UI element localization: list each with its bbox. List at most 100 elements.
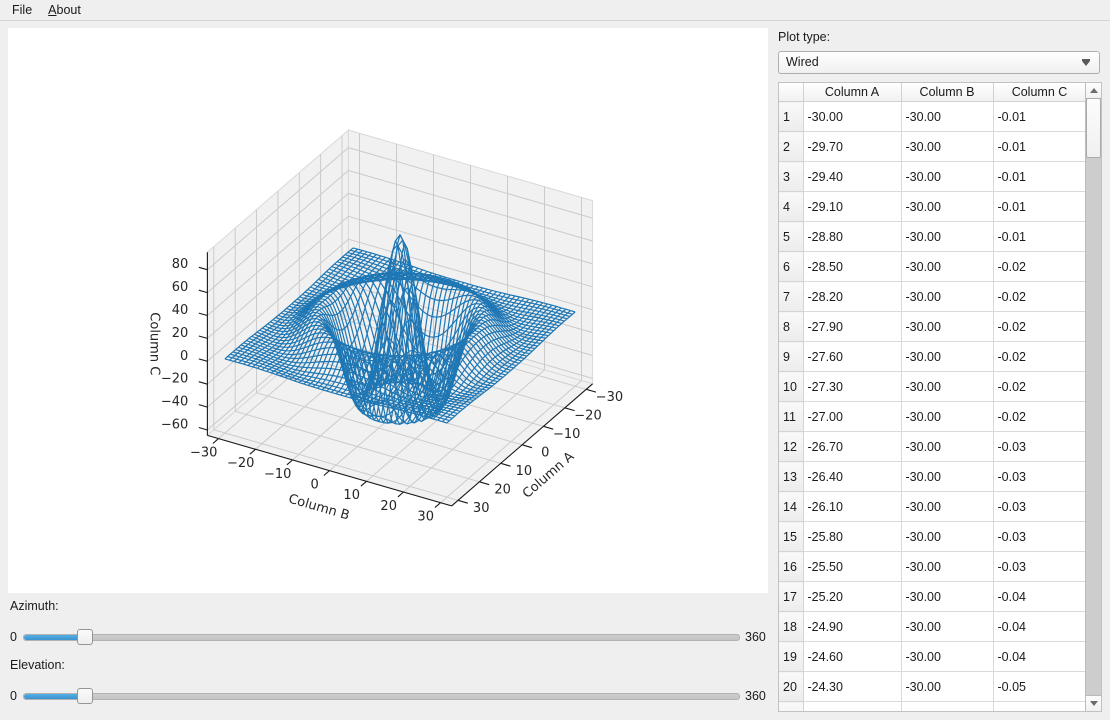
column-header-c[interactable]: Column C bbox=[992, 83, 1087, 102]
table-cell[interactable]: -0.02 bbox=[992, 371, 1087, 402]
table-cell[interactable]: -24.30 bbox=[802, 671, 902, 702]
table-cell[interactable]: -25.80 bbox=[802, 521, 902, 552]
table-cell[interactable] bbox=[802, 701, 902, 711]
column-header-a[interactable]: Column A bbox=[802, 83, 902, 102]
row-header[interactable]: 7 bbox=[779, 281, 804, 312]
table-cell[interactable]: -27.90 bbox=[802, 311, 902, 342]
table-cell[interactable]: -30.00 bbox=[900, 581, 994, 612]
table-cell[interactable]: -25.50 bbox=[802, 551, 902, 582]
row-header[interactable]: 3 bbox=[779, 161, 804, 192]
row-header[interactable]: 6 bbox=[779, 251, 804, 282]
row-header[interactable]: 13 bbox=[779, 461, 804, 492]
row-header[interactable]: 1 bbox=[779, 101, 804, 132]
table-cell[interactable]: -27.60 bbox=[802, 341, 902, 372]
table-cell[interactable]: -30.00 bbox=[900, 101, 994, 132]
table-cell[interactable]: -25.20 bbox=[802, 581, 902, 612]
menu-item-file[interactable]: File bbox=[12, 2, 33, 17]
table-cell[interactable]: -0.01 bbox=[992, 131, 1087, 162]
row-header[interactable]: 8 bbox=[779, 311, 804, 342]
elevation-slider[interactable] bbox=[23, 687, 740, 705]
table-cell[interactable]: -0.02 bbox=[992, 401, 1087, 432]
table-cell[interactable]: -26.70 bbox=[802, 431, 902, 462]
table-corner-cell[interactable] bbox=[779, 83, 804, 102]
table-cell[interactable]: -30.00 bbox=[900, 461, 994, 492]
row-header[interactable]: 14 bbox=[779, 491, 804, 522]
table-cell[interactable]: -30.00 bbox=[900, 641, 994, 672]
table-cell[interactable]: -0.03 bbox=[992, 551, 1087, 582]
table-cell[interactable]: -24.90 bbox=[802, 611, 902, 642]
table-cell[interactable]: -30.00 bbox=[900, 191, 994, 222]
table-cell[interactable]: -30.00 bbox=[900, 281, 994, 312]
table-cell[interactable]: -28.20 bbox=[802, 281, 902, 312]
row-header[interactable]: 2 bbox=[779, 131, 804, 162]
table-cell[interactable]: -0.02 bbox=[992, 281, 1087, 312]
table-cell[interactable] bbox=[900, 701, 994, 711]
scrollbar-down-button[interactable] bbox=[1086, 695, 1101, 711]
table-cell[interactable]: -30.00 bbox=[900, 431, 994, 462]
table-cell[interactable]: -0.02 bbox=[992, 341, 1087, 372]
row-header[interactable]: 18 bbox=[779, 611, 804, 642]
elevation-slider-handle[interactable] bbox=[76, 688, 93, 704]
table-cell[interactable]: -0.05 bbox=[992, 671, 1087, 702]
azimuth-slider-groove[interactable] bbox=[23, 634, 740, 641]
table-cell[interactable]: -29.40 bbox=[802, 161, 902, 192]
row-header[interactable]: 16 bbox=[779, 551, 804, 582]
table-scrollbar[interactable] bbox=[1085, 83, 1101, 711]
table-cell[interactable]: -0.03 bbox=[992, 491, 1087, 522]
column-header-b[interactable]: Column B bbox=[900, 83, 994, 102]
row-header[interactable] bbox=[779, 701, 804, 711]
table-cell[interactable]: -30.00 bbox=[900, 551, 994, 582]
row-header[interactable]: 12 bbox=[779, 431, 804, 462]
table-cell[interactable]: -30.00 bbox=[900, 341, 994, 372]
table-cell[interactable]: -30.00 bbox=[900, 161, 994, 192]
table-cell[interactable]: -0.03 bbox=[992, 461, 1087, 492]
azimuth-slider-handle[interactable] bbox=[76, 629, 93, 645]
table-cell[interactable]: -30.00 bbox=[900, 131, 994, 162]
row-header[interactable]: 19 bbox=[779, 641, 804, 672]
table-cell[interactable]: -28.80 bbox=[802, 221, 902, 252]
table-cell[interactable]: -24.60 bbox=[802, 641, 902, 672]
plot-type-combobox[interactable]: Wired bbox=[778, 51, 1100, 74]
table-cell[interactable]: -0.02 bbox=[992, 251, 1087, 282]
table-cell[interactable]: -30.00 bbox=[900, 671, 994, 702]
azimuth-slider[interactable] bbox=[23, 628, 740, 646]
table-cell[interactable]: -27.30 bbox=[802, 371, 902, 402]
table-cell[interactable]: -28.50 bbox=[802, 251, 902, 282]
table-cell[interactable]: -30.00 bbox=[900, 311, 994, 342]
table-cell[interactable]: -30.00 bbox=[900, 401, 994, 432]
table-cell[interactable]: -0.04 bbox=[992, 581, 1087, 612]
table-cell[interactable]: -30.00 bbox=[900, 251, 994, 282]
table-cell[interactable]: -0.01 bbox=[992, 161, 1087, 192]
table-cell[interactable]: -0.04 bbox=[992, 641, 1087, 672]
table-cell[interactable]: -29.10 bbox=[802, 191, 902, 222]
table-cell[interactable]: -0.03 bbox=[992, 521, 1087, 552]
table-cell[interactable]: -30.00 bbox=[900, 521, 994, 552]
row-header[interactable]: 9 bbox=[779, 341, 804, 372]
row-header[interactable]: 10 bbox=[779, 371, 804, 402]
table-cell[interactable]: -26.10 bbox=[802, 491, 902, 522]
scrollbar-thumb[interactable] bbox=[1086, 98, 1101, 158]
table-cell[interactable]: -0.03 bbox=[992, 431, 1087, 462]
table-cell[interactable]: -26.40 bbox=[802, 461, 902, 492]
table-cell[interactable] bbox=[992, 701, 1087, 711]
table-cell[interactable]: -0.01 bbox=[992, 191, 1087, 222]
row-header[interactable]: 5 bbox=[779, 221, 804, 252]
plot-3d-figure[interactable]: −30 −20 −10 0 10 20 30 −30 −20 −10 0 10 20 30 −60 −40 −2… bbox=[8, 28, 768, 593]
table-cell[interactable]: -30.00 bbox=[802, 101, 902, 132]
plot-canvas[interactable]: −30 −20 −10 0 10 20 30 −30 −20 −10 0 10 20 30 −60 −40 −2… bbox=[8, 28, 768, 593]
table-cell[interactable]: -30.00 bbox=[900, 221, 994, 252]
table-cell[interactable]: -30.00 bbox=[900, 611, 994, 642]
scrollbar-up-button[interactable] bbox=[1086, 83, 1101, 99]
data-table-grid[interactable]: Column A Column B Column C 1 -30.00 -30.00 -0.… bbox=[779, 83, 1087, 711]
table-cell[interactable]: -27.00 bbox=[802, 401, 902, 432]
table-cell[interactable]: -0.02 bbox=[992, 311, 1087, 342]
row-header[interactable]: 20 bbox=[779, 671, 804, 702]
row-header[interactable]: 4 bbox=[779, 191, 804, 222]
elevation-slider-groove[interactable] bbox=[23, 693, 740, 700]
row-header[interactable]: 17 bbox=[779, 581, 804, 612]
table-cell[interactable]: -0.01 bbox=[992, 101, 1087, 132]
row-header[interactable]: 15 bbox=[779, 521, 804, 552]
table-cell[interactable]: -30.00 bbox=[900, 371, 994, 402]
table-cell[interactable]: -30.00 bbox=[900, 491, 994, 522]
table-cell[interactable]: -0.01 bbox=[992, 221, 1087, 252]
